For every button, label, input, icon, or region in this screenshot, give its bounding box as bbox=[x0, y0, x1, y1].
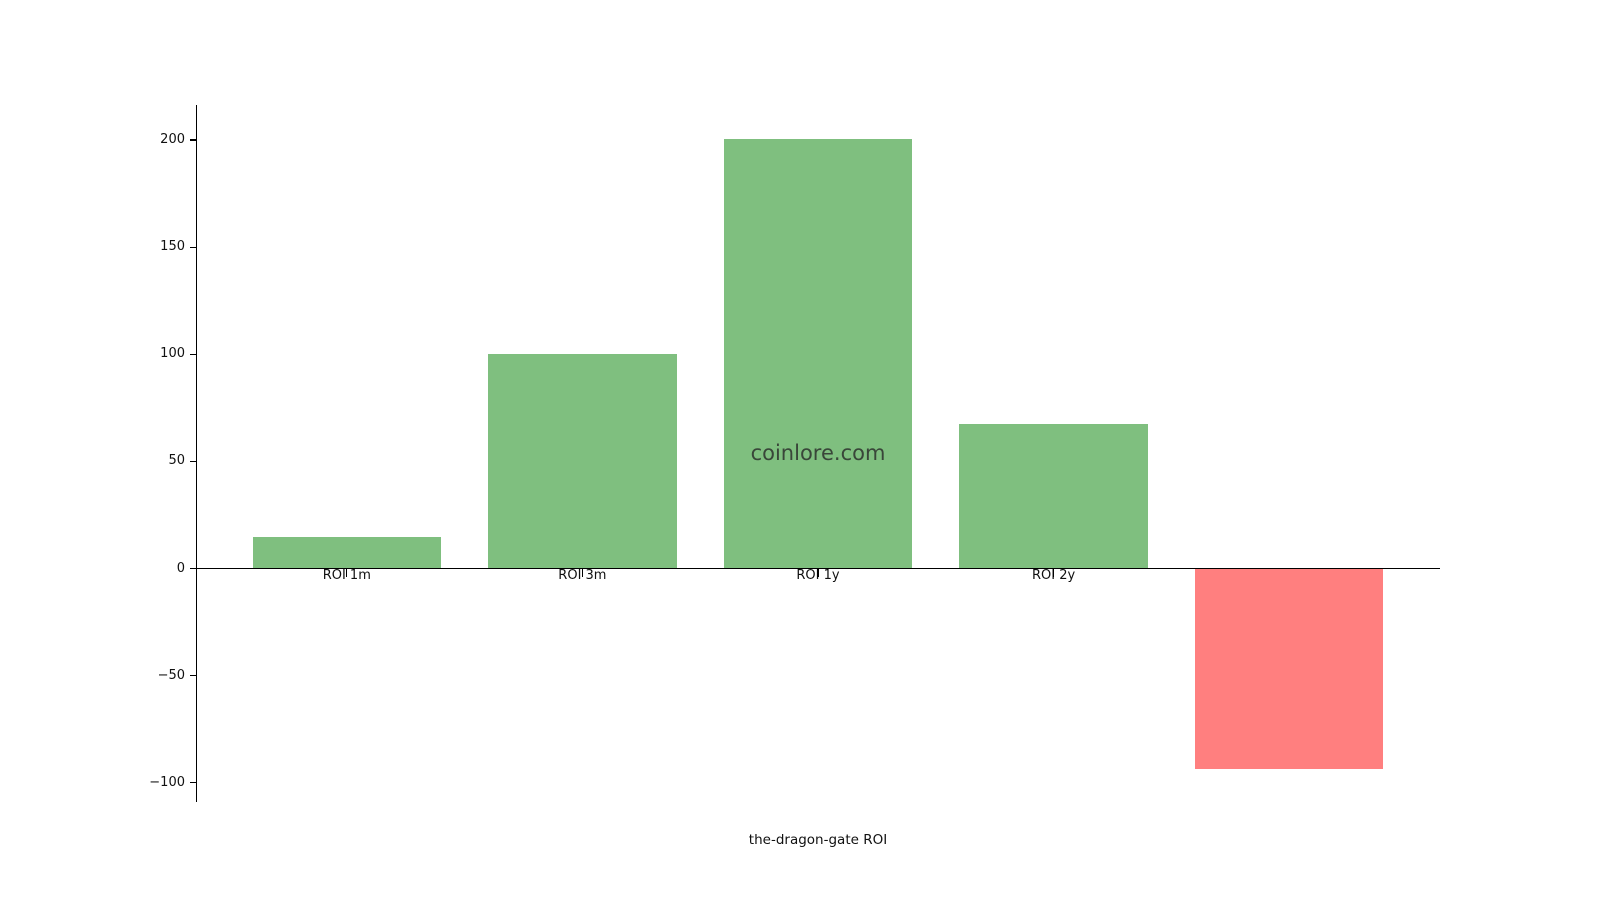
y-tick-label: 0 bbox=[176, 560, 185, 576]
y-axis-spine bbox=[196, 105, 198, 802]
y-tick bbox=[189, 353, 196, 355]
y-tick bbox=[189, 782, 196, 784]
x-tick bbox=[1052, 568, 1055, 578]
y-tick-label: 200 bbox=[160, 132, 185, 148]
y-tick-label: −100 bbox=[149, 774, 185, 790]
x-tick bbox=[346, 568, 348, 578]
x-tick bbox=[581, 568, 584, 578]
bar-roi-1m bbox=[252, 537, 442, 569]
y-tick bbox=[189, 139, 196, 141]
chart-title: the-dragon-gate ROI bbox=[748, 832, 888, 848]
y-tick-label: 150 bbox=[160, 239, 185, 255]
y-tick-label: −50 bbox=[157, 667, 185, 683]
y-tick bbox=[189, 460, 196, 463]
watermark-text: coinlore.com bbox=[750, 441, 886, 465]
y-tick-label: 100 bbox=[160, 346, 185, 362]
y-tick bbox=[189, 246, 196, 248]
y-tick bbox=[189, 674, 196, 677]
bar-unlabeled-4 bbox=[1194, 568, 1384, 769]
bar-roi-1y bbox=[723, 139, 913, 569]
bar-roi-3m bbox=[488, 354, 677, 569]
y-tick-label: 50 bbox=[168, 453, 185, 469]
y-tick bbox=[189, 567, 196, 570]
bar-roi-2y bbox=[959, 424, 1148, 569]
x-axis-zero-line bbox=[196, 567, 1440, 570]
x-tick bbox=[817, 568, 819, 578]
